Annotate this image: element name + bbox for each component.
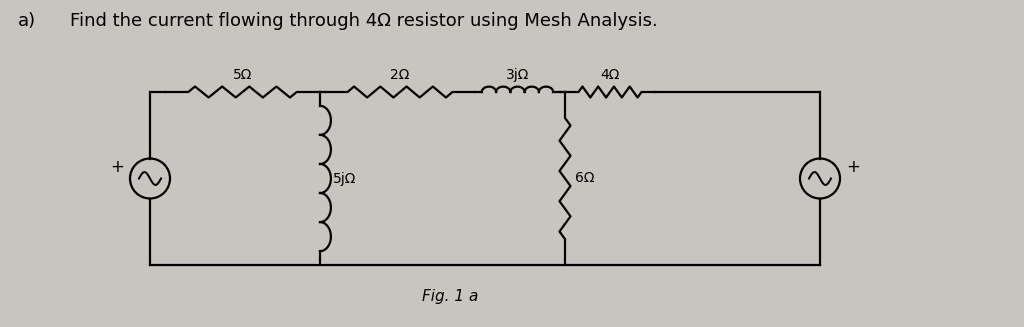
Text: 5jΩ: 5jΩ <box>333 171 356 185</box>
Text: 2Ω: 2Ω <box>390 68 410 82</box>
Text: Find the current flowing through 4Ω resistor using Mesh Analysis.: Find the current flowing through 4Ω resi… <box>70 12 657 30</box>
Text: a): a) <box>18 12 36 30</box>
Text: 5Ω: 5Ω <box>232 68 252 82</box>
Text: 3jΩ: 3jΩ <box>506 68 529 82</box>
Text: 6Ω: 6Ω <box>575 171 595 185</box>
Text: 4Ω: 4Ω <box>600 68 620 82</box>
Text: Fig. 1 a: Fig. 1 a <box>422 289 478 304</box>
Text: +: + <box>111 158 124 176</box>
Text: +: + <box>846 158 860 176</box>
